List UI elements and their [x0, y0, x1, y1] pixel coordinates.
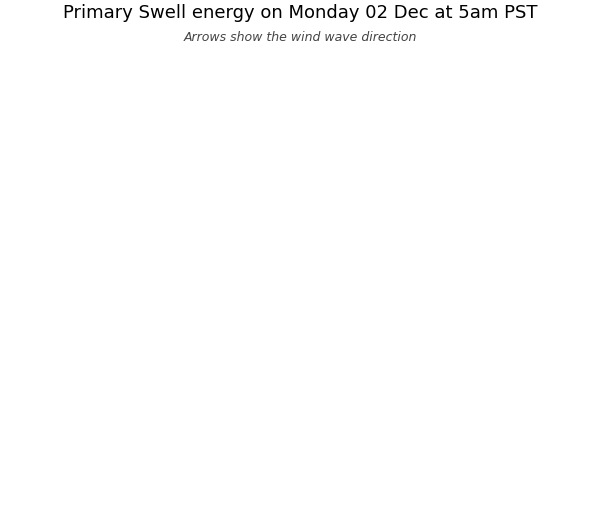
Text: Arrows show the wind wave direction: Arrows show the wind wave direction: [184, 31, 417, 44]
Text: cartopy required: cartopy required: [243, 271, 358, 285]
Text: Primary Swell energy on Monday 02 Dec at 5am PST: Primary Swell energy on Monday 02 Dec at…: [63, 4, 538, 22]
